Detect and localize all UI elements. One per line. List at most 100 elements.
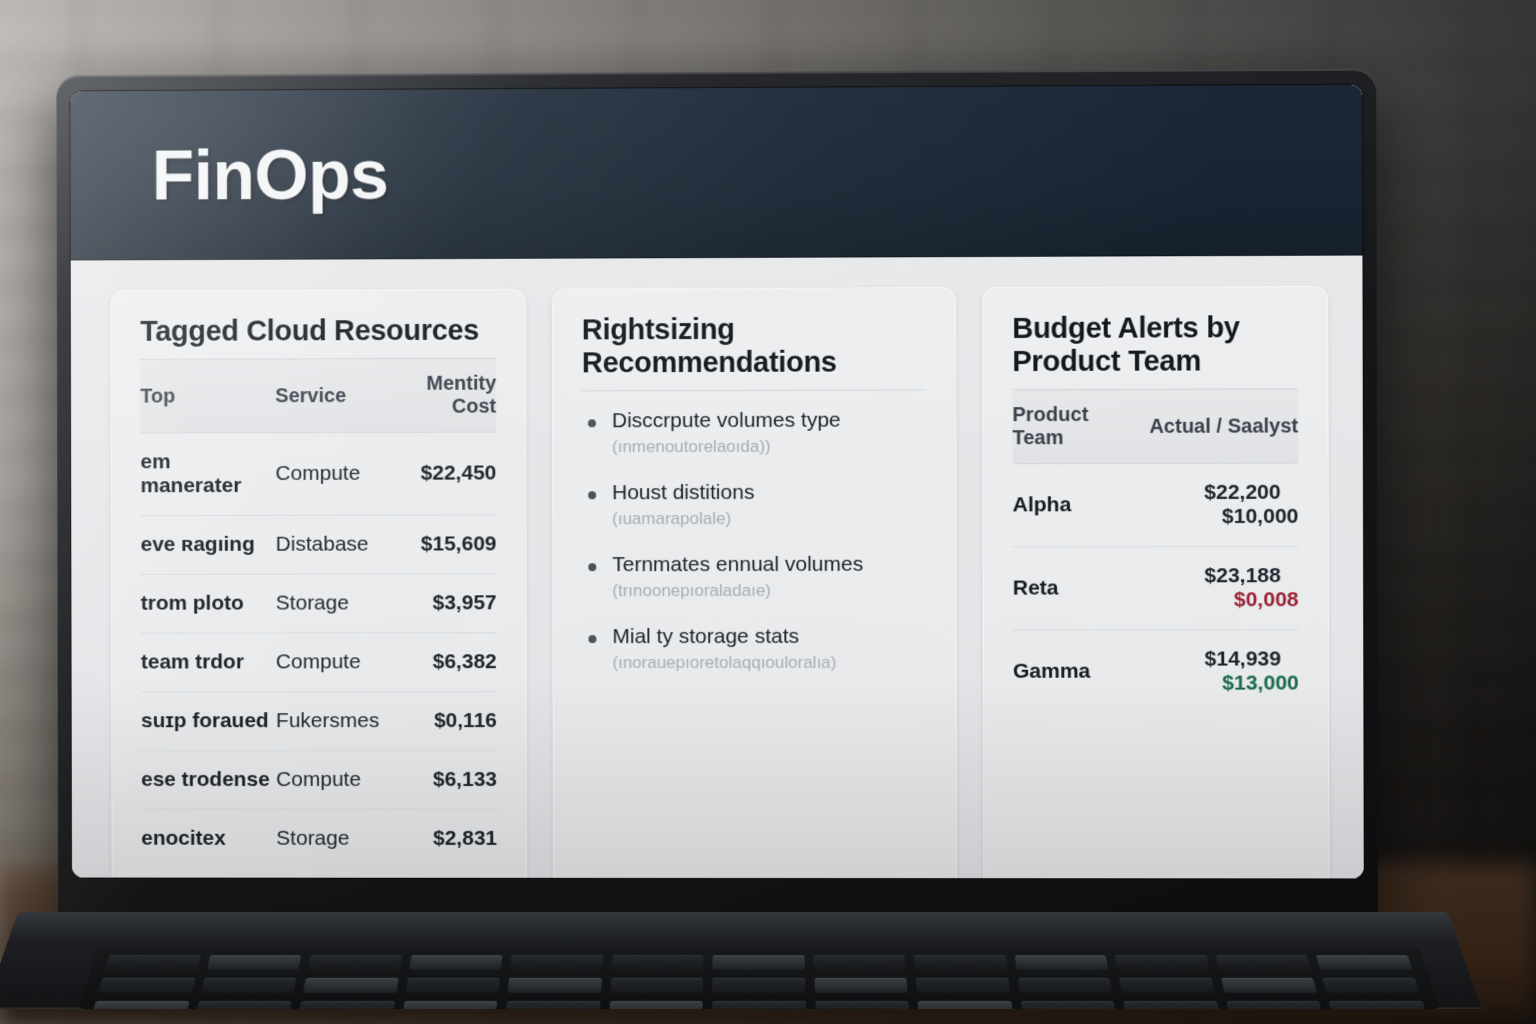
cell-cost: $0,116 bbox=[379, 691, 497, 751]
keyboard-key[interactable] bbox=[712, 1001, 807, 1010]
keyboard-key[interactable] bbox=[206, 955, 302, 970]
cell-cost: $6,133 bbox=[379, 750, 498, 810]
table-row[interactable]: Alpha $22,200 $10,000 bbox=[1012, 463, 1299, 547]
table-row[interactable]: Gamma $14,939 $13,000 bbox=[1013, 630, 1299, 713]
keyboard-key[interactable] bbox=[510, 955, 604, 970]
card-budget-alerts: Budget Alerts by Product Team Product Te… bbox=[982, 285, 1330, 879]
keyboard-key[interactable] bbox=[917, 1001, 1014, 1010]
keyboard-row bbox=[84, 977, 1435, 993]
keyboard-key[interactable] bbox=[1322, 977, 1420, 993]
list-item[interactable]: Ternmates ennual volumes (trınoonepıoral… bbox=[582, 553, 926, 602]
keyboard-key[interactable] bbox=[104, 955, 201, 970]
cell-cost: $22,450 bbox=[378, 432, 497, 516]
keyboard-key[interactable] bbox=[505, 1001, 601, 1010]
cell-resource-name: eve ʀagıing bbox=[140, 515, 276, 575]
keyboard-key[interactable] bbox=[813, 955, 906, 970]
laptop-screen: FinOps Tagged Cloud Resources Top Ser bbox=[70, 84, 1364, 879]
keyboard-key[interactable] bbox=[1014, 955, 1109, 970]
keyboard-key[interactable] bbox=[1328, 1001, 1428, 1010]
table-row[interactable]: suɪp foraued Fukersmes $0,116 bbox=[140, 691, 497, 751]
table-row[interactable]: enocitex Storage $2,831 bbox=[141, 809, 497, 867]
value-budget: $0,008 bbox=[1233, 588, 1299, 612]
table-row[interactable]: ese trodense Compute $6,133 bbox=[141, 750, 498, 810]
card-title-rightsizing: Rightsizing Recommendations bbox=[581, 313, 837, 380]
cell-team-name: Gamma bbox=[1012, 659, 1091, 683]
keyboard-key[interactable] bbox=[712, 955, 805, 970]
keyboard-key[interactable] bbox=[298, 1001, 395, 1010]
keyboard-key[interactable] bbox=[1115, 955, 1210, 970]
keyboard-row bbox=[91, 955, 1427, 970]
keyboard-key[interactable] bbox=[913, 955, 1008, 970]
keyboard-key[interactable] bbox=[611, 955, 704, 970]
table-row[interactable]: team trdor Compute $6,382 bbox=[140, 632, 497, 692]
card-title-budget-alerts: Budget Alerts by Product Team bbox=[1012, 312, 1240, 379]
cell-actual-and-budget: $23,188 $0,008 bbox=[1136, 546, 1299, 631]
dashboard-content: Tagged Cloud Resources Top Service Menti… bbox=[70, 255, 1364, 879]
keyboard-key[interactable] bbox=[814, 977, 908, 993]
table-row[interactable]: em manerater Compute $22,450 bbox=[140, 432, 497, 516]
cell-cost: $6,382 bbox=[379, 632, 497, 692]
keyboard-key[interactable] bbox=[307, 955, 402, 970]
keyboard-key[interactable] bbox=[98, 977, 195, 993]
column-header-actual-budget[interactable]: Actual / Saalyst bbox=[1136, 388, 1299, 464]
card-rightsizing-recommendations: Rightsizing Recommendations Disccrpute v… bbox=[551, 287, 958, 879]
keyboard-key[interactable] bbox=[194, 1001, 292, 1010]
laptop-lid: FinOps Tagged Cloud Resources Top Ser bbox=[56, 68, 1379, 925]
keyboard-key[interactable] bbox=[915, 977, 1011, 993]
recommendation-detail: (trınoonepıoraladaıe) bbox=[612, 580, 772, 601]
keyboard-key[interactable] bbox=[1123, 1001, 1221, 1010]
cell-resource-name: suɪp foraued bbox=[140, 691, 277, 751]
column-header-product-team[interactable]: Product Team bbox=[1012, 389, 1137, 464]
dashboard-top-row: Tagged Cloud Resources Top Service Menti… bbox=[110, 285, 1330, 879]
recommendations-list: Disccrpute volumes type (ınmenoutorelaoı… bbox=[582, 408, 927, 673]
value-actual: $14,939 bbox=[1204, 647, 1282, 671]
table-row[interactable]: trom ploto Storage $3,957 bbox=[140, 573, 497, 634]
cell-resource-name: enocitex bbox=[141, 826, 226, 850]
keyboard-key[interactable] bbox=[608, 1001, 703, 1010]
cell-cost: $15,609 bbox=[378, 514, 497, 575]
keyboard-key[interactable] bbox=[408, 955, 503, 970]
keyboard-key[interactable] bbox=[405, 977, 500, 993]
laptop-keyboard[interactable] bbox=[78, 947, 1440, 1010]
column-header-cost[interactable]: Mentity Cost bbox=[378, 358, 497, 433]
tagged-resources-table: Top Service Mentity Cost em manerater Co… bbox=[140, 358, 497, 868]
keyboard-key[interactable] bbox=[1226, 1001, 1324, 1010]
recommendation-label: Mial ty storage stats bbox=[582, 625, 926, 649]
keyboard-key[interactable] bbox=[1215, 955, 1312, 970]
keyboard-key[interactable] bbox=[1017, 977, 1113, 993]
app-title: FinOps bbox=[151, 135, 389, 214]
keyboard-key[interactable] bbox=[401, 1001, 498, 1010]
keyboard-key[interactable] bbox=[507, 977, 602, 993]
keyboard-key[interactable] bbox=[1119, 977, 1215, 993]
cell-actual-and-budget: $22,200 $10,000 bbox=[1136, 463, 1299, 547]
list-item[interactable]: Mial ty storage stats (ınorauepıoretolaq… bbox=[582, 625, 926, 673]
keyboard-key[interactable] bbox=[815, 1001, 910, 1010]
cell-service: Fukersmes bbox=[276, 691, 380, 751]
app-header-bar: FinOps bbox=[70, 84, 1363, 261]
list-item[interactable]: Disccrpute volumes type (ınmenoutorelaoı… bbox=[582, 408, 926, 457]
value-actual: $22,200 bbox=[1204, 480, 1281, 504]
list-item[interactable]: Houst distitions (ıuamarapolale) bbox=[582, 481, 926, 530]
keyboard-key[interactable] bbox=[712, 977, 806, 993]
cell-team-name: Reta bbox=[1012, 546, 1138, 631]
cell-service: Storage bbox=[275, 574, 380, 633]
keyboard-key[interactable] bbox=[610, 977, 704, 993]
table-row[interactable]: Reta $23,188 $0,008 bbox=[1012, 546, 1299, 631]
column-header-service[interactable]: Service bbox=[275, 358, 379, 433]
divider bbox=[581, 389, 927, 392]
cell-service: Compute bbox=[275, 632, 380, 692]
keyboard-key[interactable] bbox=[1220, 977, 1318, 993]
card-title-tagged: Tagged Cloud Resources bbox=[140, 314, 480, 348]
value-budget: $13,000 bbox=[1222, 671, 1299, 695]
cell-cost: $2,831 bbox=[433, 826, 498, 850]
keyboard-key[interactable] bbox=[1020, 1001, 1117, 1010]
recommendation-detail: (ıuamarapolale) bbox=[612, 508, 732, 529]
table-row[interactable]: eve ʀagıing Distabase $15,609 bbox=[140, 514, 497, 575]
keyboard-key[interactable] bbox=[91, 1001, 190, 1010]
column-header-top[interactable]: Top bbox=[140, 358, 276, 433]
card-tagged-cloud-resources: Tagged Cloud Resources Top Service Menti… bbox=[110, 288, 528, 879]
keyboard-key[interactable] bbox=[302, 977, 399, 993]
keyboard-key[interactable] bbox=[1316, 955, 1413, 970]
keyboard-key[interactable] bbox=[200, 977, 297, 993]
recommendation-detail: (ınorauepıoretolaqqıouloralıa) bbox=[612, 652, 837, 673]
